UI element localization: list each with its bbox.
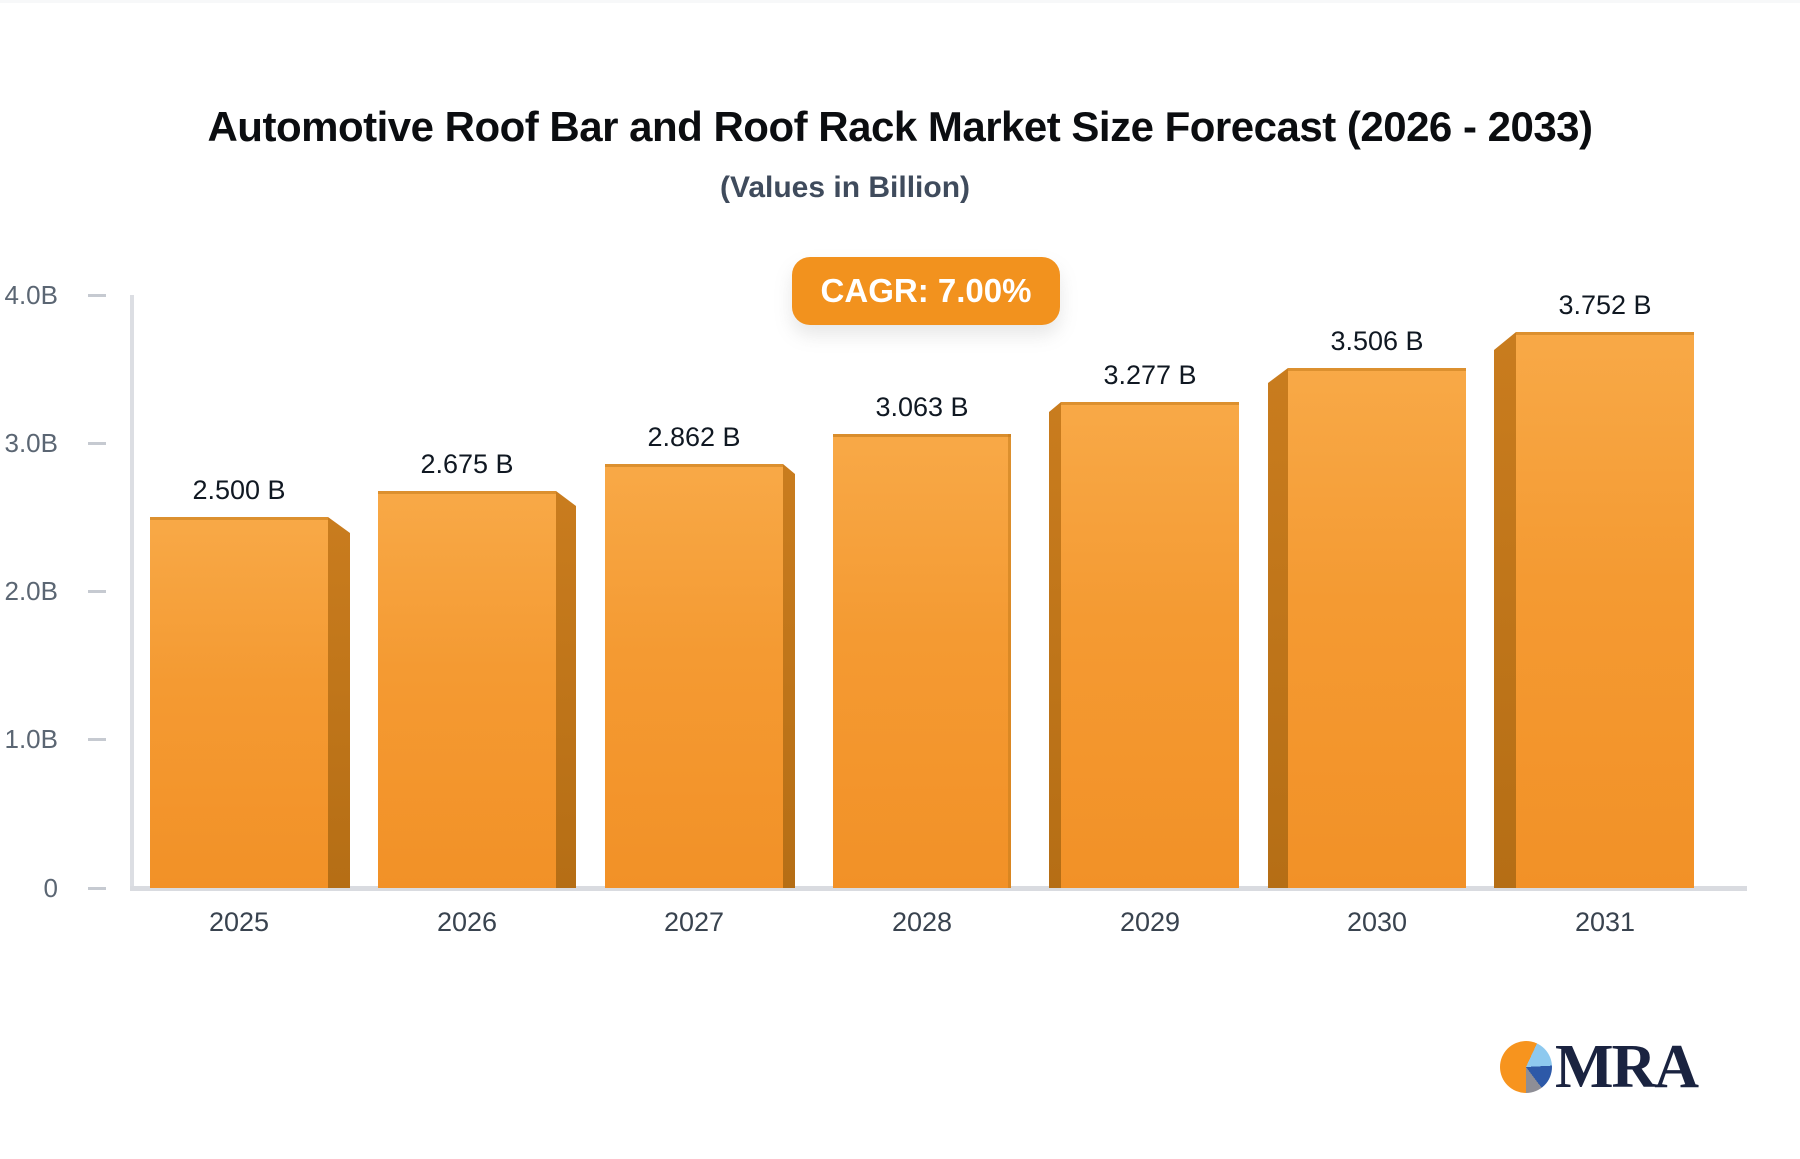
y-tick-mark — [88, 441, 106, 445]
mra-pie-chart-icon — [1500, 1041, 1552, 1093]
y-tick-mark — [88, 738, 106, 742]
x-axis-label-2029: 2029 — [1119, 907, 1181, 937]
x-axis-label-2028: 2028 — [891, 907, 953, 937]
y-tick-0: 0 — [0, 873, 130, 903]
bar-front-face — [605, 464, 783, 888]
bar-value-label: 2.862 B — [647, 422, 741, 452]
y-tick-3.0B: 3.0B — [0, 428, 130, 458]
x-axis-label-2030: 2030 — [1346, 907, 1408, 937]
bar-side-face — [328, 517, 350, 888]
y-tick-1.0B: 1.0B — [0, 724, 130, 755]
bar-side-face — [1268, 368, 1288, 888]
page-title: Automotive Roof Bar and Roof Rack Market… — [207, 103, 1593, 150]
bar-2025[interactable] — [150, 517, 350, 888]
bar-front-face — [1288, 368, 1466, 888]
y-tick-label: 0 — [43, 872, 58, 903]
bar-2029[interactable] — [1049, 402, 1239, 888]
y-tick-mark — [88, 886, 106, 890]
bar-value-label: 2.500 B — [192, 475, 286, 505]
bar-2030[interactable] — [1268, 368, 1466, 888]
bar-value-label: 2.675 B — [420, 449, 514, 479]
bar-side-face — [556, 491, 576, 888]
mra-logo: MRA — [1500, 1033, 1699, 1101]
bar-value-label: 3.063 B — [875, 392, 969, 422]
bar-value-label: 3.506 B — [1330, 326, 1424, 356]
bar-front-face — [1061, 402, 1239, 888]
bar-2026[interactable] — [378, 491, 576, 888]
bar-2031[interactable] — [1494, 332, 1694, 888]
cagr-badge: CAGR: 7.00% — [792, 257, 1060, 325]
y-tick-2.0B: 2.0B — [0, 576, 130, 607]
x-axis-label-2027: 2027 — [663, 907, 725, 937]
bar-2027[interactable] — [605, 464, 795, 888]
x-axis-line — [130, 886, 1747, 891]
y-tick-mark — [88, 590, 106, 593]
bar-side-face — [1049, 402, 1061, 888]
bar-side-face — [1494, 332, 1516, 888]
bar-front-face — [150, 517, 328, 888]
y-tick-mark — [88, 293, 106, 297]
y-tick-label: 2.0B — [4, 576, 59, 606]
cagr-badge-label: CAGR: 7.00% — [820, 272, 1032, 309]
bar-value-label: 3.752 B — [1558, 290, 1652, 320]
bar-2028[interactable] — [833, 434, 1011, 888]
bar-side-face — [783, 464, 795, 888]
bar-value-label: 3.277 B — [1103, 360, 1197, 390]
x-axis-label-2025: 2025 — [208, 907, 270, 937]
plot-area: 4.0B 3.0B 2.0B 1.0B 0 2.500 B 2025 2.675 B 2026 2… — [0, 3, 1800, 1159]
y-tick-label: 4.0B — [4, 279, 59, 310]
y-tick-label: 1.0B — [4, 724, 59, 755]
bar-front-face — [1516, 332, 1694, 888]
x-axis-label-2031: 2031 — [1574, 907, 1636, 937]
bar-front-face — [378, 491, 556, 888]
bar-front-face — [833, 434, 1011, 888]
y-tick-4.0B: 4.0B — [0, 280, 130, 310]
mra-logo-text: MRA — [1555, 1033, 1699, 1101]
x-axis-label-2026: 2026 — [436, 907, 498, 937]
chart-subtitle: (Values in Billion) — [719, 171, 971, 204]
y-tick-label: 3.0B — [4, 427, 59, 458]
y-axis-line — [130, 295, 134, 890]
